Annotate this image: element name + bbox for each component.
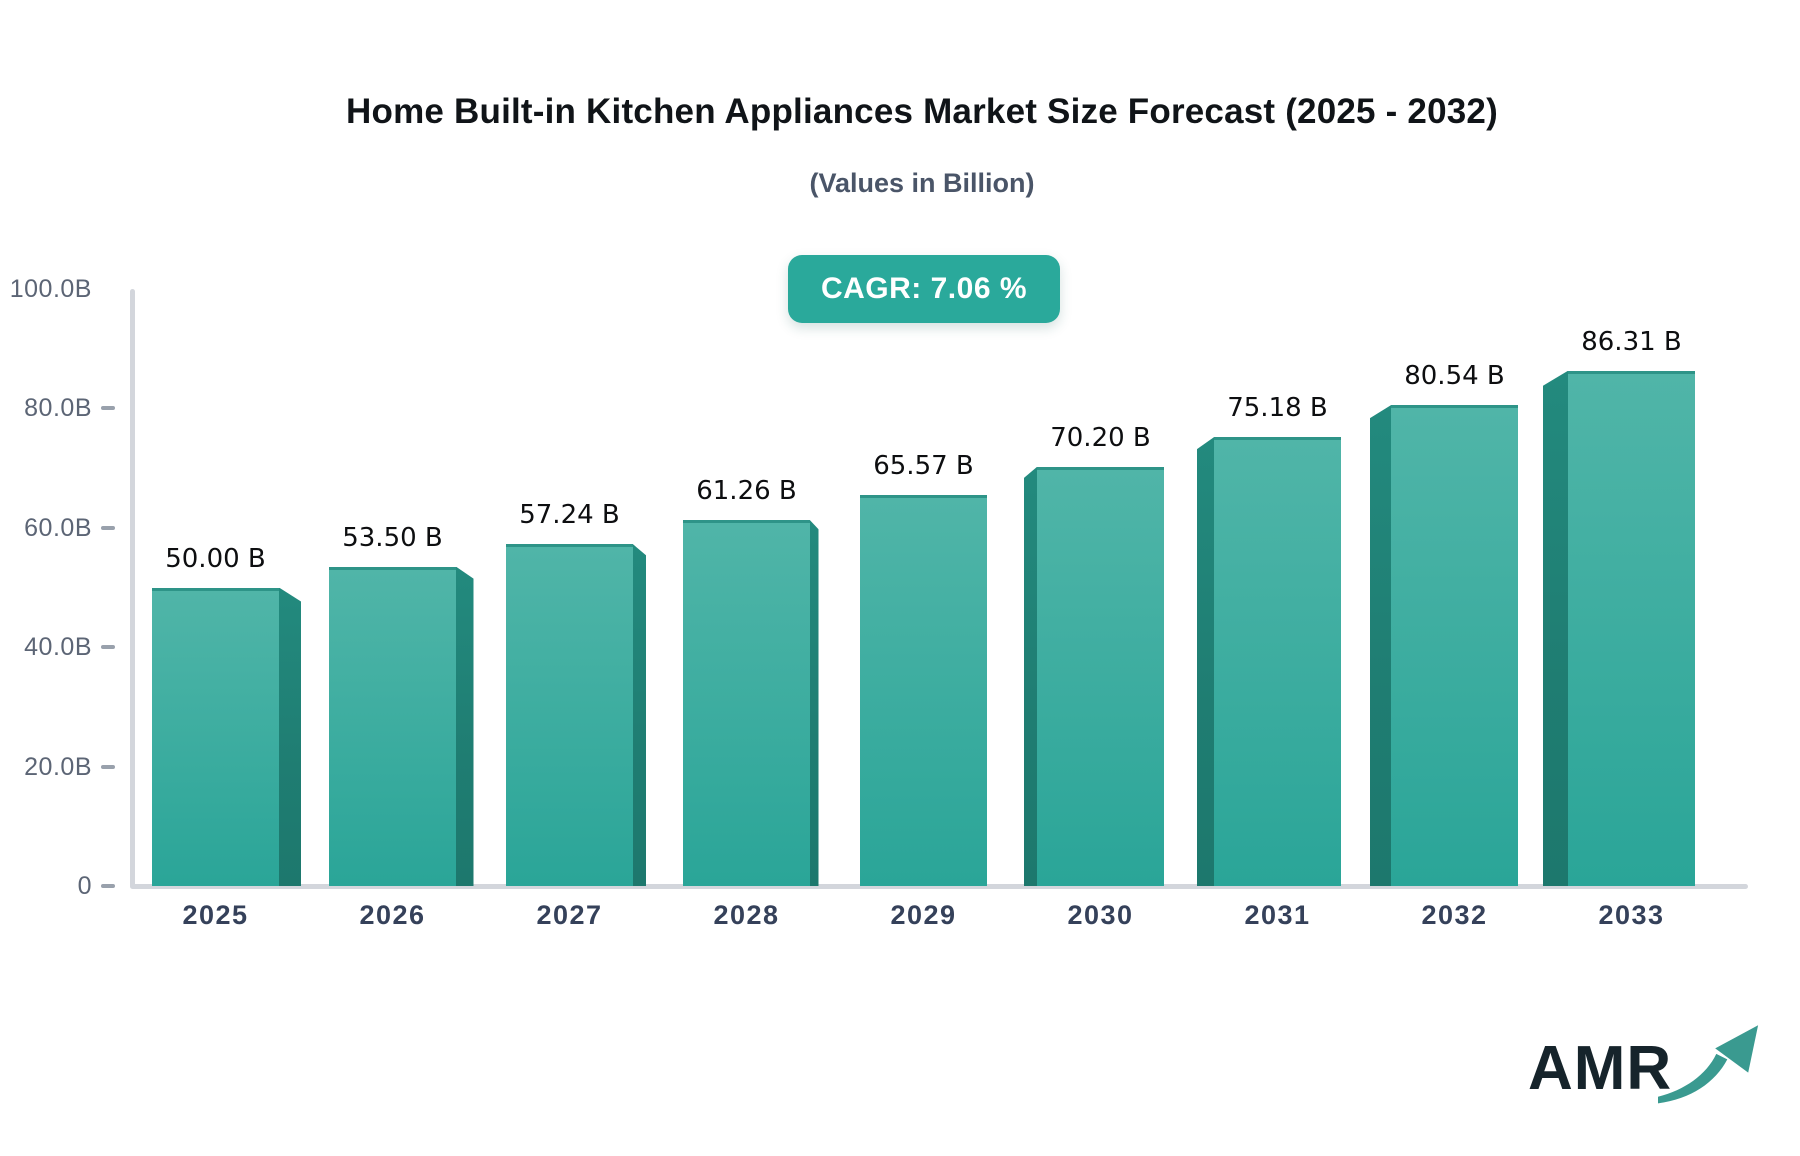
bar-face[interactable] bbox=[683, 520, 810, 886]
bar-face[interactable] bbox=[1568, 370, 1695, 886]
y-axis-label: 40.0B bbox=[24, 633, 92, 662]
x-axis-label: 2031 bbox=[1244, 900, 1311, 930]
y-tick-mark bbox=[101, 884, 115, 888]
y-axis-label: 60.0B bbox=[24, 513, 92, 542]
chart-title: Home Built-in Kitchen Appliances Market … bbox=[346, 92, 1498, 131]
bar-side-face bbox=[456, 566, 474, 886]
bar-value-label: 50.00 B bbox=[165, 543, 266, 574]
amr-logo: AMR bbox=[1528, 1025, 1768, 1110]
bar-face[interactable] bbox=[1391, 405, 1518, 886]
y-axis-label: 20.0B bbox=[24, 752, 92, 781]
y-axis-label: 80.0B bbox=[24, 394, 92, 423]
y-axis-line bbox=[130, 289, 135, 888]
x-axis-label: 2026 bbox=[359, 900, 426, 930]
x-axis-label: 2025 bbox=[182, 900, 249, 930]
y-axis-label: 0 bbox=[77, 872, 92, 900]
bar-side-face bbox=[810, 520, 819, 886]
bar-face[interactable] bbox=[1037, 466, 1164, 886]
bar-face[interactable] bbox=[506, 544, 633, 886]
bar-side-face bbox=[1197, 437, 1214, 886]
bar-value-label: 80.54 B bbox=[1404, 361, 1505, 392]
bar-value-label: 70.20 B bbox=[1050, 422, 1151, 453]
x-axis-label: 2030 bbox=[1067, 900, 1134, 930]
y-tick-mark bbox=[101, 525, 115, 530]
y-tick-mark bbox=[101, 764, 115, 769]
bar-side-face bbox=[1024, 466, 1037, 886]
x-axis-label: 2027 bbox=[536, 900, 603, 930]
x-axis-label: 2032 bbox=[1421, 900, 1488, 930]
y-tick-mark bbox=[101, 406, 115, 411]
bar-side-face bbox=[1543, 370, 1568, 886]
chart-subtitle: (Values in Billion) bbox=[809, 168, 1035, 198]
x-axis-label: 2028 bbox=[713, 900, 780, 930]
bar-value-label: 65.57 B bbox=[873, 450, 974, 481]
y-tick-mark bbox=[101, 645, 115, 650]
cagr-badge: CAGR: 7.06 % bbox=[788, 255, 1060, 323]
bar-face[interactable] bbox=[152, 587, 279, 886]
bar-value-label: 75.18 B bbox=[1227, 393, 1328, 424]
y-axis-label: 100.0B bbox=[9, 275, 92, 303]
x-axis-label: 2033 bbox=[1598, 900, 1665, 930]
bar-value-label: 57.24 B bbox=[519, 500, 620, 531]
amr-logo-text: AMR bbox=[1528, 1034, 1673, 1103]
bar-side-face bbox=[633, 544, 646, 886]
bar-value-label: 61.26 B bbox=[696, 476, 797, 507]
bar-face[interactable] bbox=[1214, 437, 1341, 886]
bar-side-face bbox=[279, 587, 301, 886]
x-axis-line bbox=[130, 884, 1748, 889]
growth-arrow-icon bbox=[1658, 1025, 1759, 1104]
bar-side-face bbox=[1370, 405, 1391, 886]
bar-value-label: 86.31 B bbox=[1581, 326, 1682, 357]
bar-value-label: 53.50 B bbox=[342, 522, 443, 553]
x-axis-label: 2029 bbox=[890, 900, 957, 930]
bar-face[interactable] bbox=[860, 494, 987, 886]
bar-face[interactable] bbox=[329, 566, 456, 886]
